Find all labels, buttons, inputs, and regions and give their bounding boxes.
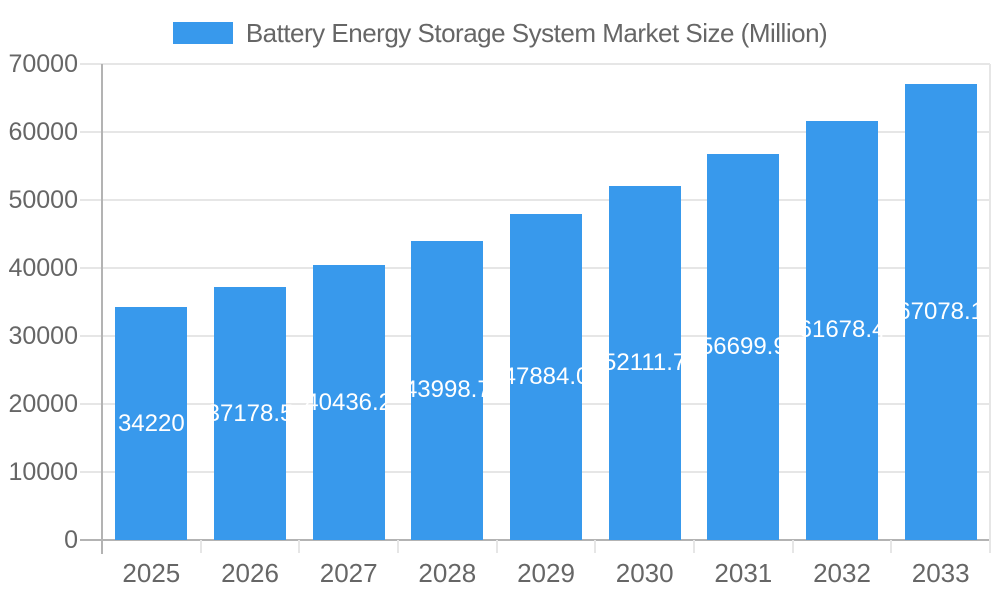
y-tick-mark xyxy=(80,63,102,65)
chart-right-border xyxy=(989,64,991,540)
y-tick-mark xyxy=(80,539,102,541)
x-tick-mark xyxy=(791,540,794,553)
y-gridline xyxy=(102,63,990,65)
legend-swatch xyxy=(172,22,233,44)
y-tick-label: 20000 xyxy=(8,390,78,418)
x-tick-label: 2026 xyxy=(221,558,279,588)
legend-item[interactable]: Battery Energy Storage System Market Siz… xyxy=(0,18,1000,48)
bar-value-label: 40436.2 xyxy=(305,388,393,416)
x-tick-mark xyxy=(495,540,498,553)
y-tick-mark xyxy=(80,403,102,405)
bar-value-label: 34220 xyxy=(117,409,185,437)
bar-value-label: 56699.9 xyxy=(699,333,787,361)
bar[interactable] xyxy=(806,120,878,540)
x-tick-label: 2028 xyxy=(418,558,477,588)
x-tick-label: 2033 xyxy=(911,558,970,588)
bar[interactable] xyxy=(707,154,780,540)
bar[interactable] xyxy=(214,287,286,540)
x-tick-mark xyxy=(693,540,695,553)
x-tick-mark xyxy=(298,540,301,553)
bar-value-label: 47884.0 xyxy=(502,363,590,391)
bar-value-label: 37178.5 xyxy=(206,399,294,427)
x-tick-label: 2027 xyxy=(319,558,378,588)
x-tick-mark xyxy=(594,540,597,553)
y-axis-line xyxy=(101,64,103,554)
bar-value-label: 61678.4 xyxy=(798,316,886,344)
y-tick-label: 0 xyxy=(64,526,78,554)
x-tick-mark xyxy=(101,540,103,553)
y-gridline xyxy=(102,131,990,133)
bar[interactable] xyxy=(115,307,188,540)
x-tick-label: 2025 xyxy=(122,558,181,588)
bar[interactable] xyxy=(904,83,977,540)
bar-value-label: 52111.7 xyxy=(603,348,687,376)
x-tick-mark xyxy=(989,540,991,553)
x-tick-label: 2031 xyxy=(714,558,773,588)
x-tick-mark xyxy=(890,540,893,553)
y-tick-label: 50000 xyxy=(8,186,78,214)
legend-label: Battery Energy Storage System Market Siz… xyxy=(245,17,828,48)
y-tick-mark xyxy=(80,267,102,269)
bar[interactable] xyxy=(510,214,582,540)
x-tick-label: 2029 xyxy=(517,558,575,588)
y-tick-label: 30000 xyxy=(8,322,78,350)
x-tick-label: 2032 xyxy=(813,558,871,588)
y-gridline xyxy=(102,199,990,201)
bar[interactable] xyxy=(608,185,681,540)
bar[interactable] xyxy=(411,240,484,540)
y-tick-label: 10000 xyxy=(8,458,78,486)
y-tick-mark xyxy=(80,335,102,337)
bar-value-label: 67078.1 xyxy=(897,297,985,325)
x-tick-mark xyxy=(397,540,399,553)
y-tick-label: 70000 xyxy=(8,50,78,78)
y-tick-mark xyxy=(80,199,102,201)
y-tick-mark xyxy=(80,471,102,473)
x-axis-line xyxy=(102,539,990,541)
y-tick-label: 60000 xyxy=(8,118,78,146)
x-tick-label: 2030 xyxy=(615,558,674,588)
bar[interactable] xyxy=(312,265,385,540)
y-tick-label: 40000 xyxy=(8,254,78,282)
y-tick-mark xyxy=(80,131,102,133)
bar-value-label: 43998.7 xyxy=(403,376,491,404)
x-tick-mark xyxy=(199,540,202,553)
